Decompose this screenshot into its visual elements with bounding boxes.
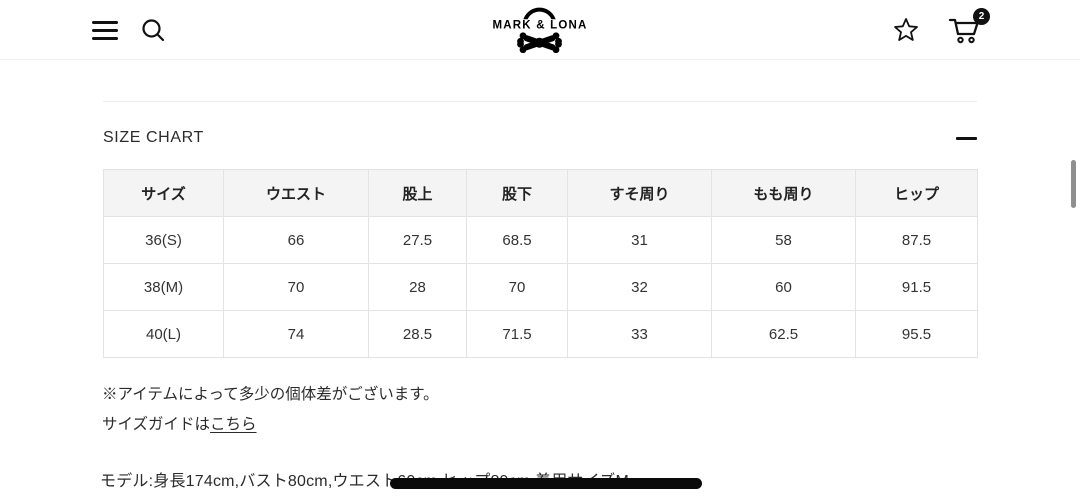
- cell-value: 62.5: [711, 310, 856, 358]
- cell-value: 58: [711, 216, 856, 264]
- col-header-waist: ウエスト: [223, 169, 369, 217]
- cell-value: 70: [223, 263, 369, 311]
- cell-value: 68.5: [466, 216, 568, 264]
- skull-arc-icon: [523, 7, 556, 19]
- cell-value: 60: [711, 263, 856, 311]
- col-header-rise: 股上: [368, 169, 467, 217]
- cell-value: 31: [567, 216, 712, 264]
- col-header-thigh: もも周り: [711, 169, 856, 217]
- size-chart-table: サイズ ウエスト 股上 股下 すそ周り もも周り ヒップ 36(S) 66 27…: [103, 169, 978, 358]
- cell-value: 95.5: [855, 310, 978, 358]
- disclaimer-text: ※アイテムによって多少の個体差がございます。: [102, 386, 439, 403]
- site-header: MARK & LONA: [0, 0, 1080, 60]
- table-row: 38(M) 70 28 70 32 60 91.5: [103, 263, 978, 311]
- cell-value: 66: [223, 216, 369, 264]
- size-notes: ※アイテムによって多少の個体差がございます。 サイズガイドはこちら: [102, 380, 439, 440]
- col-header-hem: すそ周り: [567, 169, 712, 217]
- wishlist-star-icon[interactable]: [892, 16, 920, 44]
- redaction-bar: [390, 478, 702, 489]
- cell-value: 28.5: [368, 310, 467, 358]
- size-guide-line: サイズガイドはこちら: [102, 410, 439, 440]
- cell-size: 36(S): [103, 216, 224, 264]
- cart-badge: 2: [973, 8, 990, 25]
- col-header-inseam: 股下: [466, 169, 568, 217]
- col-header-hip: ヒップ: [855, 169, 978, 217]
- size-guide-prefix: サイズガイドは: [102, 416, 211, 433]
- scrollbar-track[interactable]: [1068, 0, 1080, 499]
- scrollbar-thumb[interactable]: [1071, 160, 1076, 208]
- collapse-icon[interactable]: [956, 136, 977, 140]
- cell-size: 40(L): [103, 310, 224, 358]
- table-header-row: サイズ ウエスト 股上 股下 すそ周り もも周り ヒップ: [103, 169, 978, 217]
- search-icon[interactable]: [140, 17, 166, 43]
- cell-value: 33: [567, 310, 712, 358]
- size-guide-link[interactable]: こちら: [210, 416, 257, 433]
- cell-value: 32: [567, 263, 712, 311]
- cart-icon[interactable]: 2: [948, 8, 990, 45]
- col-header-size: サイズ: [103, 169, 224, 217]
- cell-value: 71.5: [466, 310, 568, 358]
- brand-name: MARK & LONA: [492, 18, 588, 31]
- menu-icon[interactable]: [92, 20, 118, 40]
- cell-value: 70: [466, 263, 568, 311]
- table-row: 36(S) 66 27.5 68.5 31 58 87.5: [103, 216, 978, 264]
- cell-value: 74: [223, 310, 369, 358]
- section-title: SIZE CHART: [103, 129, 204, 146]
- size-chart-accordion-header[interactable]: SIZE CHART: [103, 127, 977, 149]
- section-divider: [103, 101, 977, 102]
- crossed-bones-icon: [517, 32, 563, 54]
- cell-value: 28: [368, 263, 467, 311]
- cell-value: 87.5: [855, 216, 978, 264]
- cell-value: 27.5: [368, 216, 467, 264]
- brand-logo[interactable]: MARK & LONA: [493, 6, 588, 54]
- table-row: 40(L) 74 28.5 71.5 33 62.5 95.5: [103, 310, 978, 358]
- cell-size: 38(M): [103, 263, 224, 311]
- cell-value: 91.5: [855, 263, 978, 311]
